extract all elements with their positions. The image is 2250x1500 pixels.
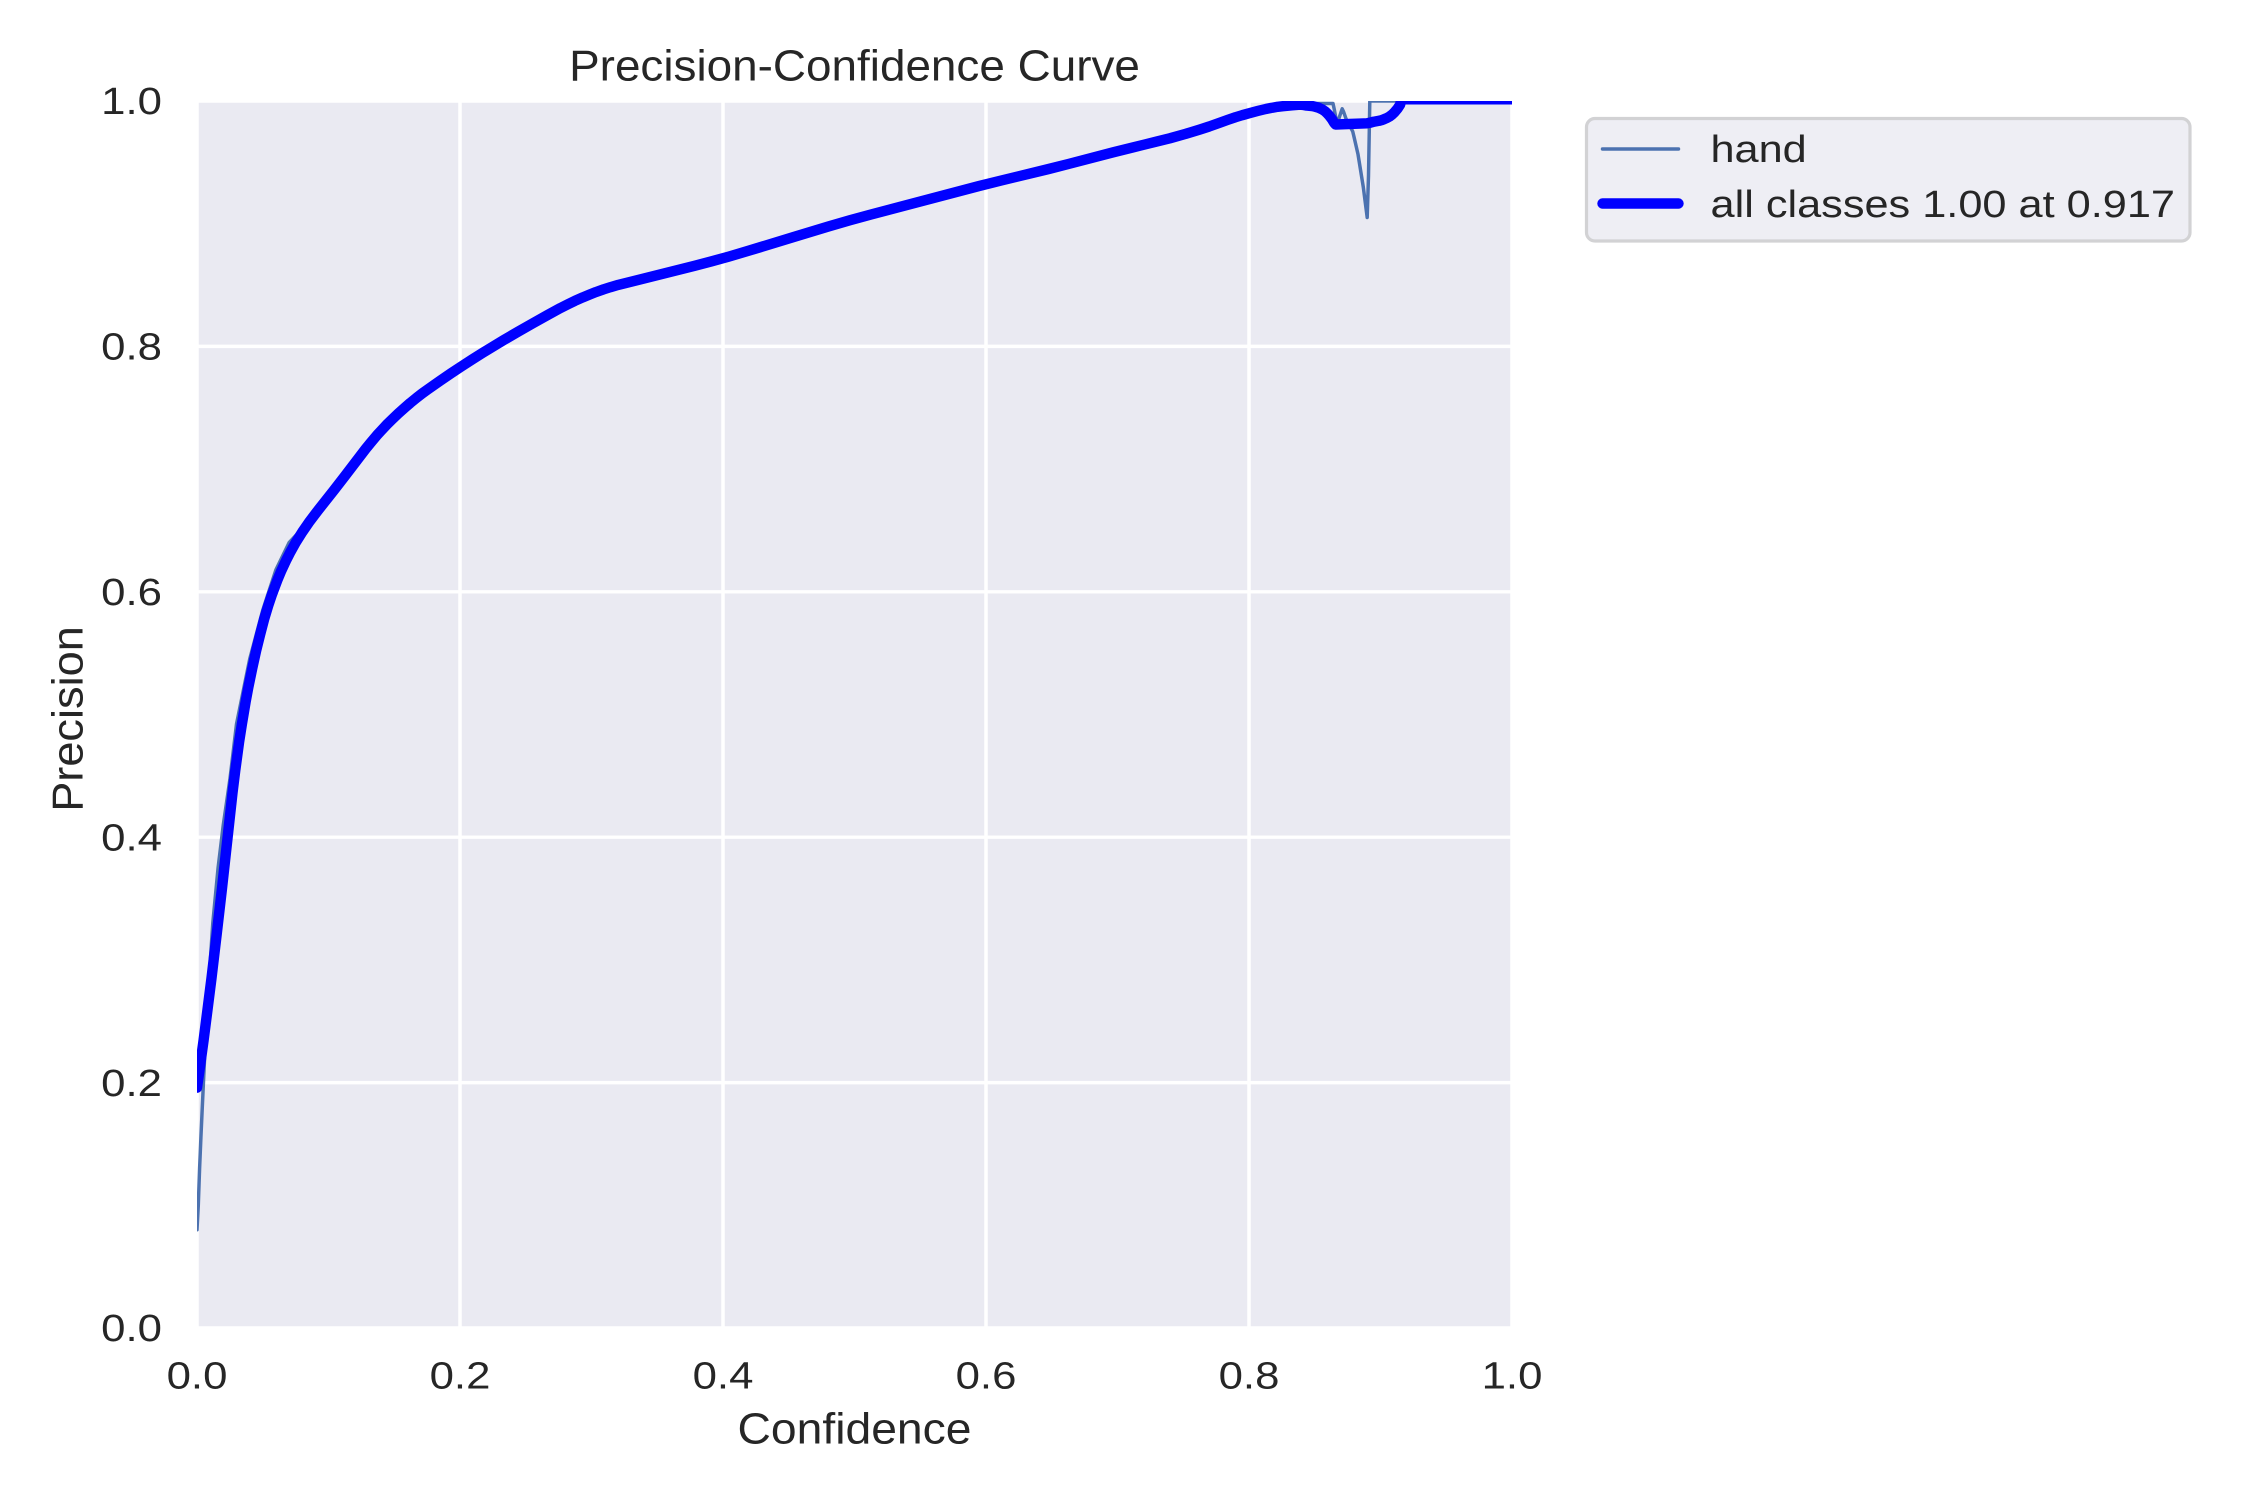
- svg-text:Precision-Confidence Curve: Precision-Confidence Curve: [569, 43, 1140, 91]
- svg-text:0.8: 0.8: [101, 326, 162, 369]
- svg-text:0.0: 0.0: [101, 1307, 162, 1350]
- svg-text:0.4: 0.4: [101, 816, 162, 859]
- svg-text:Precision: Precision: [45, 626, 93, 812]
- svg-text:0.8: 0.8: [1219, 1354, 1280, 1397]
- svg-text:Confidence: Confidence: [738, 1406, 972, 1454]
- svg-text:0.4: 0.4: [693, 1354, 754, 1397]
- svg-text:0.6: 0.6: [101, 571, 162, 614]
- svg-text:hand: hand: [1711, 128, 1807, 171]
- svg-text:0.2: 0.2: [101, 1062, 162, 1105]
- svg-text:0.2: 0.2: [430, 1354, 491, 1397]
- svg-text:0.0: 0.0: [167, 1354, 228, 1397]
- svg-text:all classes 1.00 at 0.917: all classes 1.00 at 0.917: [1711, 183, 2176, 226]
- svg-text:0.6: 0.6: [956, 1354, 1017, 1397]
- svg-text:1.0: 1.0: [101, 80, 162, 123]
- svg-text:1.0: 1.0: [1482, 1354, 1543, 1397]
